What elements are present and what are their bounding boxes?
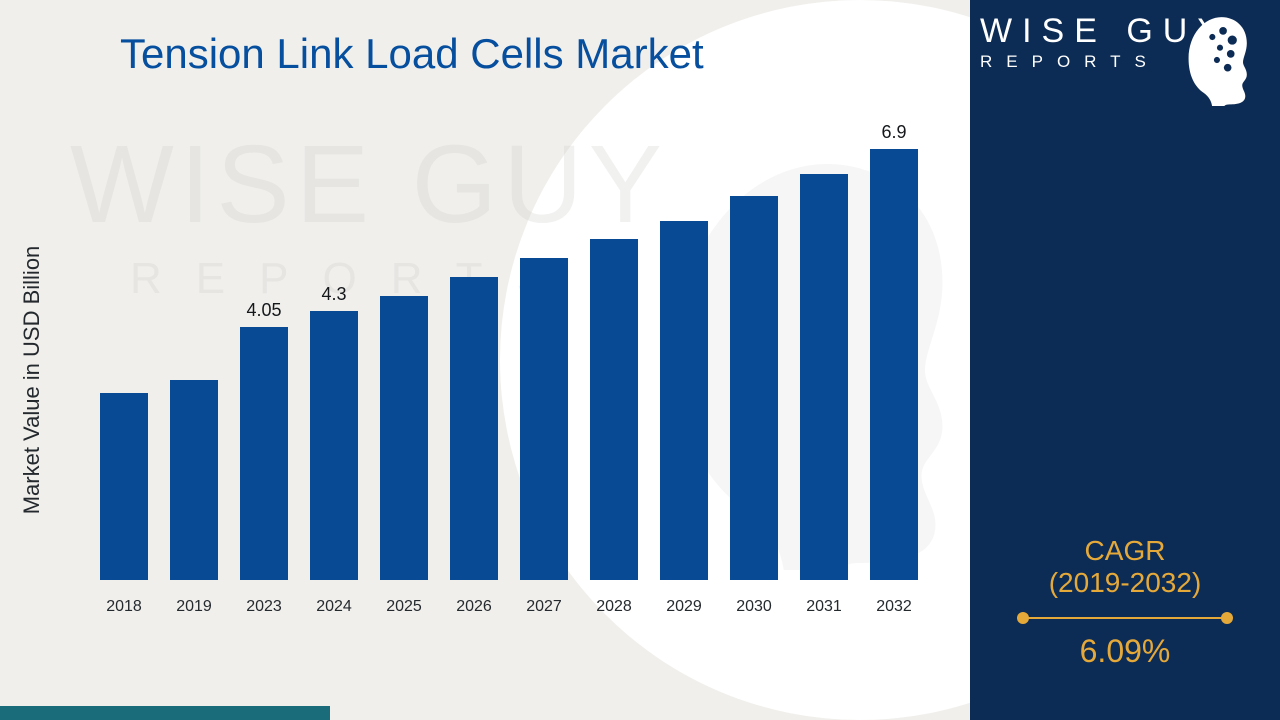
bar-fill — [660, 221, 708, 580]
plot-area: 4.05 4.3 6.9 — [100, 130, 960, 580]
bar-fill — [170, 380, 218, 580]
footer-strip — [0, 706, 330, 720]
bar — [520, 258, 568, 580]
bar-fill — [450, 277, 498, 580]
bar-fill — [870, 149, 918, 580]
x-tick-label: 2024 — [316, 598, 352, 616]
chart-title: Tension Link Load Cells Market — [120, 30, 704, 78]
cagr-value: 6.09% — [995, 633, 1255, 670]
x-tick-label: 2023 — [246, 598, 282, 616]
bar: 6.9 — [870, 149, 918, 580]
bar — [170, 380, 218, 580]
bar — [730, 196, 778, 580]
bar: 4.05 — [240, 327, 288, 580]
bar-fill — [310, 311, 358, 580]
bar — [380, 296, 428, 580]
cagr-block: CAGR (2019-2032) 6.09% — [995, 535, 1255, 670]
x-tick-label: 2027 — [526, 598, 562, 616]
bar — [800, 174, 848, 580]
bar-value-label: 4.3 — [321, 284, 346, 305]
stage: WISE GUY REPORTS Tension Link Load Cells… — [0, 0, 1280, 720]
bar — [100, 393, 148, 580]
bar-fill — [800, 174, 848, 580]
bar-value-label: 4.05 — [246, 300, 281, 321]
bar-value-label: 6.9 — [881, 122, 906, 143]
bar — [590, 239, 638, 580]
bar-fill — [100, 393, 148, 580]
bar-fill — [730, 196, 778, 580]
cagr-label-line1: CAGR — [995, 535, 1255, 567]
x-axis-labels: 2018 2019 2023 2024 2025 2026 2027 2028 2029 2030… — [100, 592, 960, 616]
x-tick-label: 2026 — [456, 598, 492, 616]
cagr-label-line2: (2019-2032) — [995, 567, 1255, 599]
brand-logo: WISE GUY REPORTS — [980, 14, 1260, 72]
x-tick-label: 2019 — [176, 598, 212, 616]
bar-fill — [240, 327, 288, 580]
bar-fill — [380, 296, 428, 580]
x-tick-label: 2031 — [806, 598, 842, 616]
x-tick-label: 2029 — [666, 598, 702, 616]
x-tick-label: 2028 — [596, 598, 632, 616]
x-tick-label: 2018 — [106, 598, 142, 616]
logo-head-icon — [1180, 14, 1260, 106]
x-tick-label: 2032 — [876, 598, 912, 616]
bar-fill — [590, 239, 638, 580]
cagr-rule — [1023, 617, 1227, 619]
y-axis-label: Market Value in USD Billion — [19, 246, 45, 515]
bar — [450, 277, 498, 580]
bar — [660, 221, 708, 580]
bar-chart: Market Value in USD Billion 4.054.36.9 2… — [40, 130, 960, 630]
bar-fill — [520, 258, 568, 580]
x-tick-label: 2030 — [736, 598, 772, 616]
bar: 4.3 — [310, 311, 358, 580]
x-tick-label: 2025 — [386, 598, 422, 616]
